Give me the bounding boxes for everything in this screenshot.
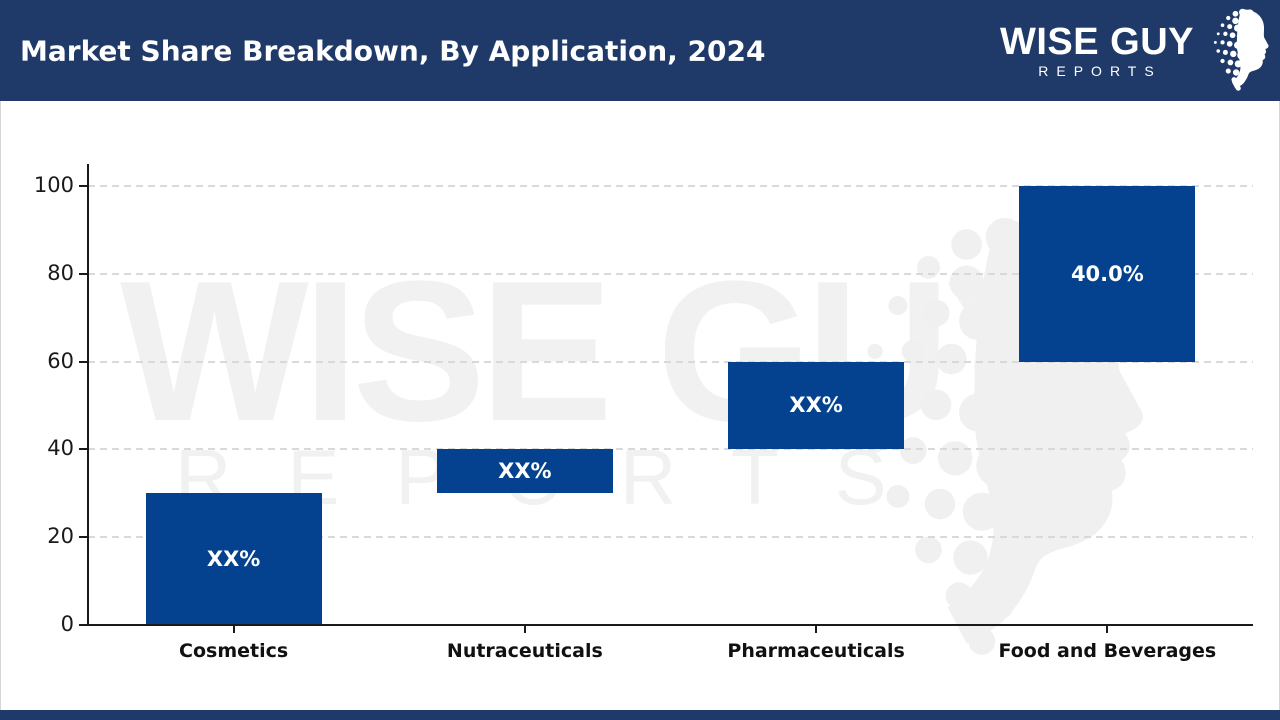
gridline-y-40	[88, 448, 1253, 451]
bar-value-label: 40.0%	[1070, 261, 1144, 286]
y-tick-label-100: 100	[33, 172, 74, 197]
x-axis-tick-labels: Cosmetics Nutraceuticals Pharmaceuticals Fo…	[88, 625, 1253, 673]
logo-head-icon	[1198, 8, 1270, 94]
y-tick-mark-0	[79, 624, 87, 626]
category-label-food-and-beverages: Food and Beverages	[998, 640, 1217, 662]
plot-area: XX% XX% XX% 40.0%	[79, 164, 1253, 626]
y-tick-mark-100	[79, 184, 87, 187]
wise-guy-reports-logo: WISE GUY REPORTS	[1000, 5, 1270, 97]
logo-wordmark: WISE GUY	[999, 20, 1194, 63]
footer-bar	[0, 710, 1280, 720]
y-axis-tick-labels: 0 20 40 60 80 100	[0, 164, 78, 634]
y-tick-label-0: 0	[60, 612, 74, 636]
bar-pharmaceuticals: XX%	[728, 361, 905, 450]
category-label-nutraceuticals: Nutraceuticals	[446, 640, 603, 662]
y-tick-label-60: 60	[47, 348, 74, 373]
y-axis-spine	[87, 164, 89, 626]
x-tick-mark-3	[1106, 626, 1109, 633]
bar-food-and-beverages: 40.0%	[1019, 185, 1196, 362]
y-tick-mark-40	[79, 448, 87, 451]
gridline-y-80	[88, 272, 1253, 275]
y-tick-mark-80	[79, 272, 87, 275]
gridline-y-60	[88, 360, 1253, 363]
bar-value-label: XX%	[498, 459, 552, 484]
page-title: Market Share Breakdown, By Application, …	[20, 34, 766, 67]
bar-value-label: XX%	[789, 393, 843, 418]
x-tick-mark-1	[523, 626, 526, 633]
category-label-pharmaceuticals: Pharmaceuticals	[727, 640, 905, 662]
y-tick-label-80: 80	[47, 260, 74, 285]
category-label-cosmetics: Cosmetics	[179, 640, 289, 662]
x-tick-mark-0	[232, 626, 235, 633]
logo-subtext: REPORTS	[1038, 63, 1162, 80]
header-bar: Market Share Breakdown, By Application, …	[0, 0, 1280, 101]
gridline-y-20	[88, 536, 1253, 539]
bar-value-label: XX%	[206, 547, 261, 572]
y-tick-label-20: 20	[47, 524, 74, 549]
y-tick-label-40: 40	[47, 436, 74, 461]
x-tick-mark-2	[815, 626, 818, 633]
y-tick-mark-20	[79, 536, 87, 539]
x-axis-spine	[87, 624, 1253, 626]
bar-nutraceuticals: XX%	[436, 449, 613, 494]
y-tick-mark-60	[79, 360, 87, 363]
bar-cosmetics: XX%	[145, 493, 322, 625]
gridline-y-100	[88, 184, 1253, 187]
